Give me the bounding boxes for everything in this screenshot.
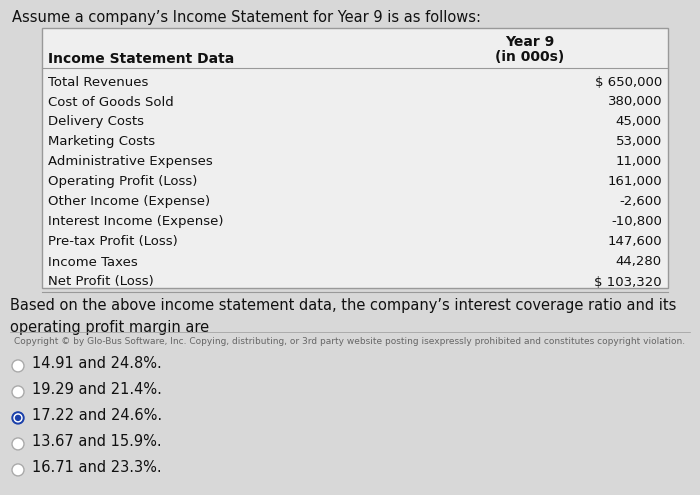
Text: Copyright © by Glo-Bus Software, Inc. Copying, distributing, or 3rd party websit: Copyright © by Glo-Bus Software, Inc. Co… (15, 337, 685, 346)
Text: Net Profit (Loss): Net Profit (Loss) (48, 276, 154, 289)
Text: Pre-tax Profit (Loss): Pre-tax Profit (Loss) (48, 236, 178, 248)
Text: (in 000s): (in 000s) (496, 50, 565, 64)
Text: Marketing Costs: Marketing Costs (48, 136, 155, 148)
Text: Income Taxes: Income Taxes (48, 255, 138, 268)
Text: Year 9: Year 9 (505, 35, 554, 49)
Text: Assume a company’s Income Statement for Year 9 is as follows:: Assume a company’s Income Statement for … (12, 10, 481, 25)
Text: Cost of Goods Sold: Cost of Goods Sold (48, 96, 174, 108)
Text: $ 650,000: $ 650,000 (595, 76, 662, 89)
Text: 44,280: 44,280 (616, 255, 662, 268)
Text: Operating Profit (Loss): Operating Profit (Loss) (48, 176, 197, 189)
Text: -10,800: -10,800 (611, 215, 662, 229)
Text: 147,600: 147,600 (608, 236, 662, 248)
Circle shape (12, 386, 24, 398)
Circle shape (15, 415, 20, 420)
Circle shape (12, 464, 24, 476)
Circle shape (12, 438, 24, 450)
Text: 17.22 and 24.6%.: 17.22 and 24.6%. (32, 408, 162, 423)
Text: 19.29 and 21.4%.: 19.29 and 21.4%. (32, 382, 162, 397)
Text: Interest Income (Expense): Interest Income (Expense) (48, 215, 223, 229)
Text: 13.67 and 15.9%.: 13.67 and 15.9%. (32, 434, 162, 449)
Text: Delivery Costs: Delivery Costs (48, 115, 144, 129)
Text: 53,000: 53,000 (616, 136, 662, 148)
Text: 161,000: 161,000 (608, 176, 662, 189)
Circle shape (14, 414, 22, 422)
Text: 14.91 and 24.8%.: 14.91 and 24.8%. (32, 356, 162, 371)
Text: 11,000: 11,000 (616, 155, 662, 168)
Circle shape (12, 360, 24, 372)
Text: 380,000: 380,000 (608, 96, 662, 108)
FancyBboxPatch shape (42, 28, 668, 288)
Text: 16.71 and 23.3%.: 16.71 and 23.3%. (32, 460, 162, 475)
Text: Income Statement Data: Income Statement Data (48, 52, 235, 66)
Text: Administrative Expenses: Administrative Expenses (48, 155, 213, 168)
Text: $ 103,320: $ 103,320 (594, 276, 662, 289)
Text: 45,000: 45,000 (616, 115, 662, 129)
Text: -2,600: -2,600 (620, 196, 662, 208)
Text: Other Income (Expense): Other Income (Expense) (48, 196, 210, 208)
Text: Based on the above income statement data, the company’s interest coverage ratio : Based on the above income statement data… (10, 298, 676, 335)
Text: Total Revenues: Total Revenues (48, 76, 148, 89)
Circle shape (12, 412, 24, 424)
